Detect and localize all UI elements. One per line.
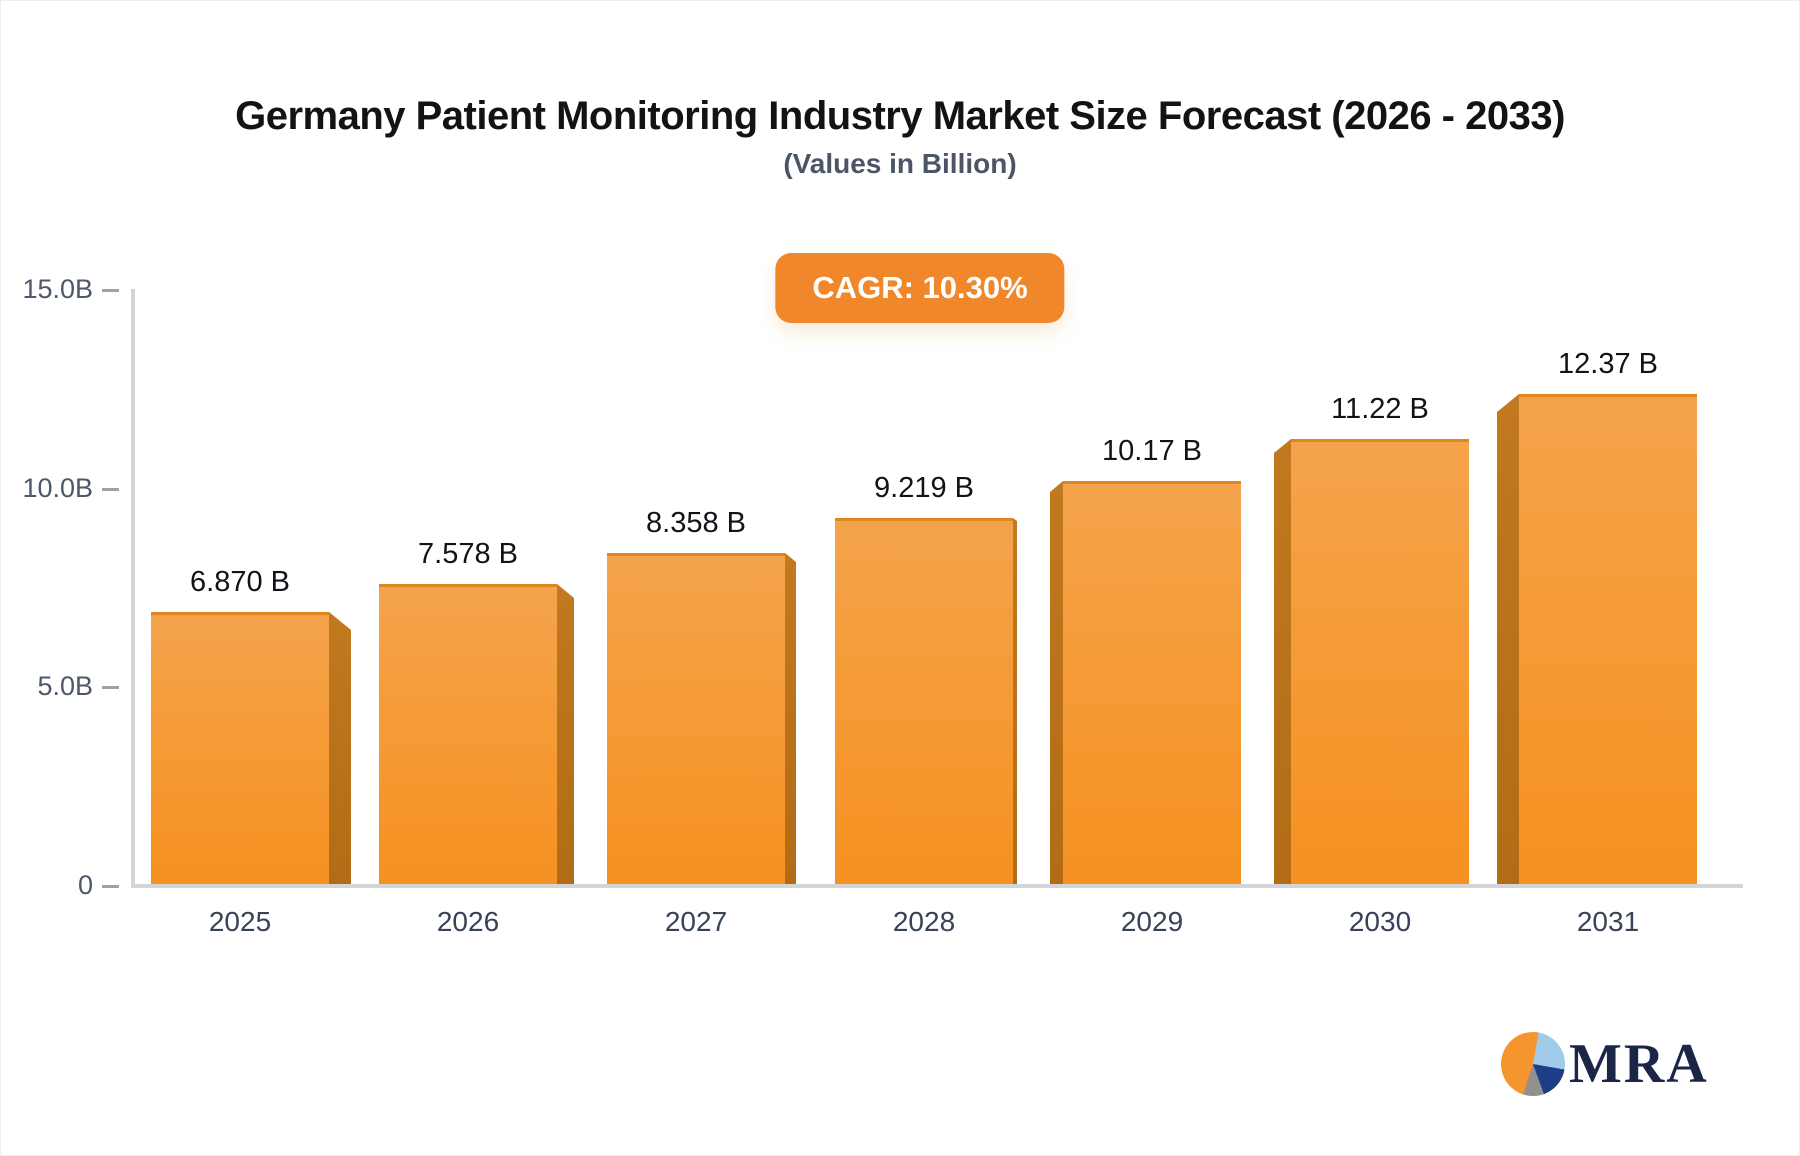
- page-title: Germany Patient Monitoring Industry Mark…: [235, 94, 1565, 138]
- x-axis-year-label: 2031: [1576, 906, 1640, 937]
- bar-side-face: [329, 612, 351, 884]
- y-axis-label: 0: [77, 870, 93, 900]
- bar-side-face: [1497, 394, 1519, 884]
- bar-front-face: [1291, 439, 1469, 884]
- y-axis-tick: [102, 488, 119, 491]
- brand-logo: MRA: [1501, 1032, 1709, 1096]
- bar-front-face: [1063, 481, 1241, 884]
- brand-logo-text: MRA: [1569, 1033, 1709, 1095]
- bar-side-face: [1274, 439, 1291, 884]
- bar-front-face: [1519, 394, 1697, 884]
- y-axis-tick: [102, 686, 119, 689]
- y-axis-label: 10.0B: [22, 473, 93, 503]
- x-axis-baseline: [131, 884, 1743, 888]
- x-axis-year-label: 2025: [208, 906, 272, 937]
- bar-front-face: [835, 518, 1013, 884]
- bar-value-label: 10.17 B: [1102, 435, 1202, 467]
- bar-value-label: 7.578 B: [418, 538, 518, 570]
- y-axis-tick: [102, 289, 119, 292]
- cagr-badge: CAGR: 10.30%: [775, 253, 1065, 323]
- y-axis-tick: [102, 885, 119, 888]
- bar-value-label: 12.37 B: [1558, 348, 1658, 380]
- x-axis-year-label: 2027: [664, 906, 728, 937]
- bar-side-face: [785, 553, 796, 884]
- bar-front-face: [379, 584, 557, 884]
- bar-value-label: 11.22 B: [1331, 393, 1429, 425]
- bar-value-label: 6.870 B: [190, 566, 290, 598]
- x-axis-year-label: 2029: [1120, 906, 1184, 937]
- y-axis-label: 5.0B: [37, 671, 93, 701]
- x-axis-year-label: 2030: [1348, 906, 1412, 937]
- y-axis-label: 15.0B: [22, 274, 93, 304]
- bar-front-face: [151, 612, 329, 884]
- bar-side-face: [557, 584, 574, 884]
- bar-front-face: [607, 553, 785, 884]
- bar-value-label: 8.358 B: [646, 507, 746, 539]
- x-axis-year-label: 2028: [892, 906, 956, 937]
- bar-value-label: 9.219 B: [874, 472, 974, 504]
- page-subtitle: (Values in Billion): [783, 148, 1017, 179]
- pie-chart-logo-icon: [1501, 1032, 1565, 1096]
- bar-side-face: [1050, 481, 1063, 884]
- y-axis-line: [131, 289, 135, 888]
- bar-side-face: [1013, 518, 1017, 884]
- x-axis-year-label: 2026: [436, 906, 500, 937]
